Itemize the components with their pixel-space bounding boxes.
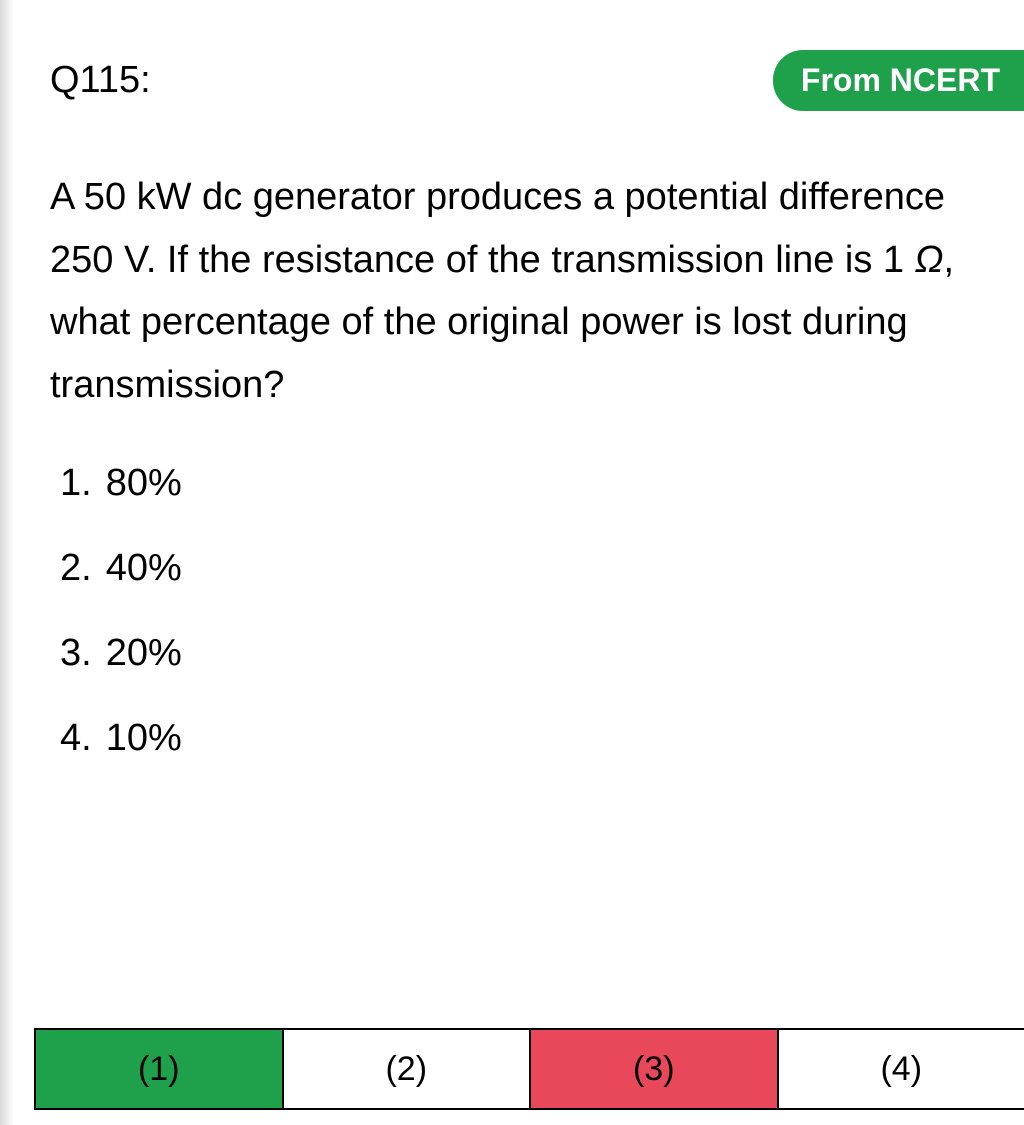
- omega-symbol: Ω: [915, 239, 944, 281]
- option-text: 10%: [106, 717, 182, 759]
- question-line-4: transmission?: [50, 364, 284, 406]
- answer-button-2[interactable]: (2): [282, 1030, 530, 1108]
- option-number: 1.: [60, 462, 92, 504]
- option-item-2[interactable]: 2. 40%: [60, 547, 984, 590]
- question-line-1: A 50 kW dc generator produces a potentia…: [50, 176, 945, 218]
- option-text: 40%: [106, 547, 182, 589]
- answer-button-3[interactable]: (3): [529, 1030, 777, 1108]
- option-item-3[interactable]: 3. 20%: [60, 632, 984, 675]
- question-container: Q115: From NCERT A 50 kW dc generator pr…: [0, 0, 1024, 1125]
- question-text: A 50 kW dc generator produces a potentia…: [50, 166, 984, 417]
- option-item-1[interactable]: 1. 80%: [60, 462, 984, 505]
- option-item-4[interactable]: 4. 10%: [60, 717, 984, 760]
- answer-button-1[interactable]: (1): [34, 1030, 282, 1108]
- question-line-3: what percentage of the original power is…: [50, 301, 908, 343]
- options-list: 1. 80% 2. 40% 3. 20% 4. 10%: [50, 462, 984, 760]
- question-number: Q115:: [50, 59, 151, 102]
- answer-row: (1) (2) (3) (4): [34, 1028, 1024, 1110]
- option-number: 3.: [60, 632, 92, 674]
- option-text: 80%: [106, 462, 182, 504]
- source-badge: From NCERT: [773, 50, 1024, 111]
- header-row: Q115: From NCERT: [50, 50, 984, 111]
- option-text: 20%: [106, 632, 182, 674]
- answer-button-4[interactable]: (4): [777, 1030, 1024, 1108]
- option-number: 2.: [60, 547, 92, 589]
- question-line-2-part1: 250 V. If the resistance of the transmis…: [50, 239, 915, 281]
- option-number: 4.: [60, 717, 92, 759]
- question-line-2-part2: ,: [944, 239, 955, 281]
